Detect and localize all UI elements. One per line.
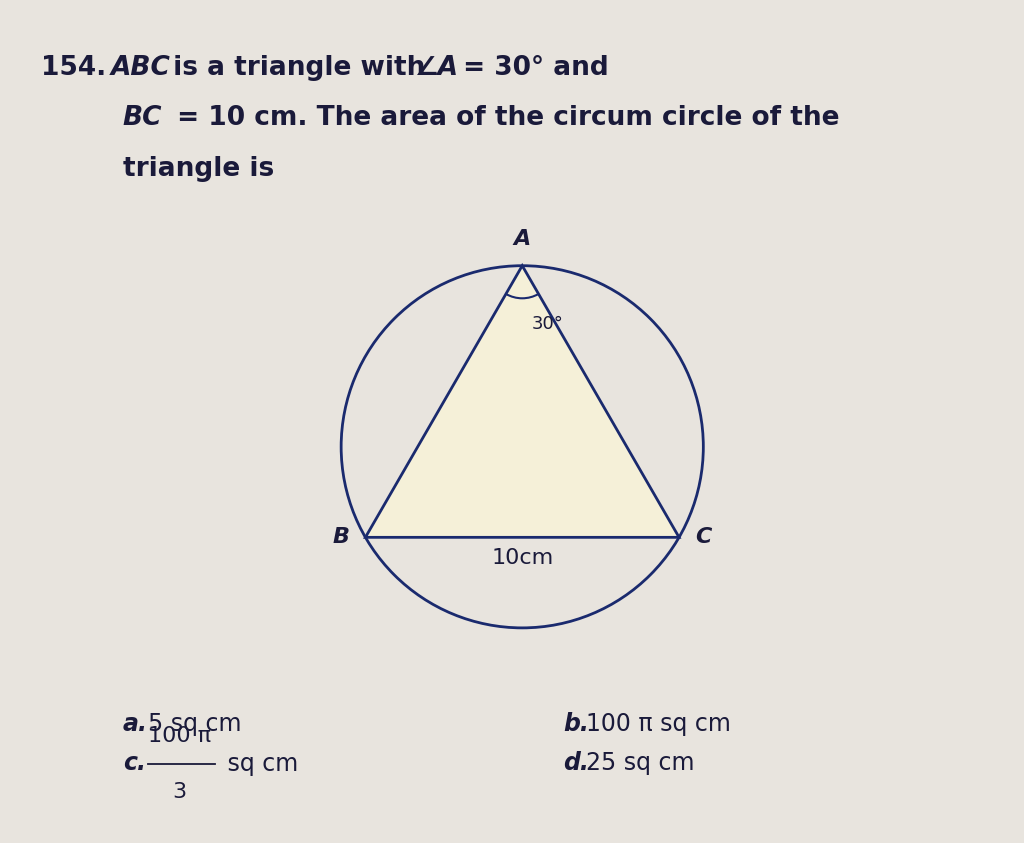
Text: A: A [514,229,530,250]
Text: C: C [695,528,712,547]
Text: 100 π sq cm: 100 π sq cm [586,712,730,736]
Text: is a triangle with: is a triangle with [164,55,434,81]
Text: ABC: ABC [111,55,170,81]
Text: triangle is: triangle is [123,156,274,182]
Polygon shape [366,266,679,537]
Text: BC: BC [123,105,163,132]
Text: c.: c. [123,751,145,775]
Text: 100 π: 100 π [147,726,211,746]
Text: = 10 cm. The area of the circum circle of the: = 10 cm. The area of the circum circle o… [168,105,840,132]
Text: 10cm: 10cm [492,548,553,568]
Text: b.: b. [563,712,589,736]
Text: 3: 3 [172,782,186,803]
Text: 5 sq cm: 5 sq cm [148,712,242,736]
Text: sq cm: sq cm [220,752,298,776]
Text: 25 sq cm: 25 sq cm [586,751,694,775]
Text: d.: d. [563,751,589,775]
Text: 30°: 30° [531,314,563,333]
Text: = 30° and: = 30° and [454,55,608,81]
Text: 154.: 154. [41,55,106,81]
Text: B: B [332,528,349,547]
Text: ∠A: ∠A [415,55,459,81]
Text: a.: a. [123,712,147,736]
